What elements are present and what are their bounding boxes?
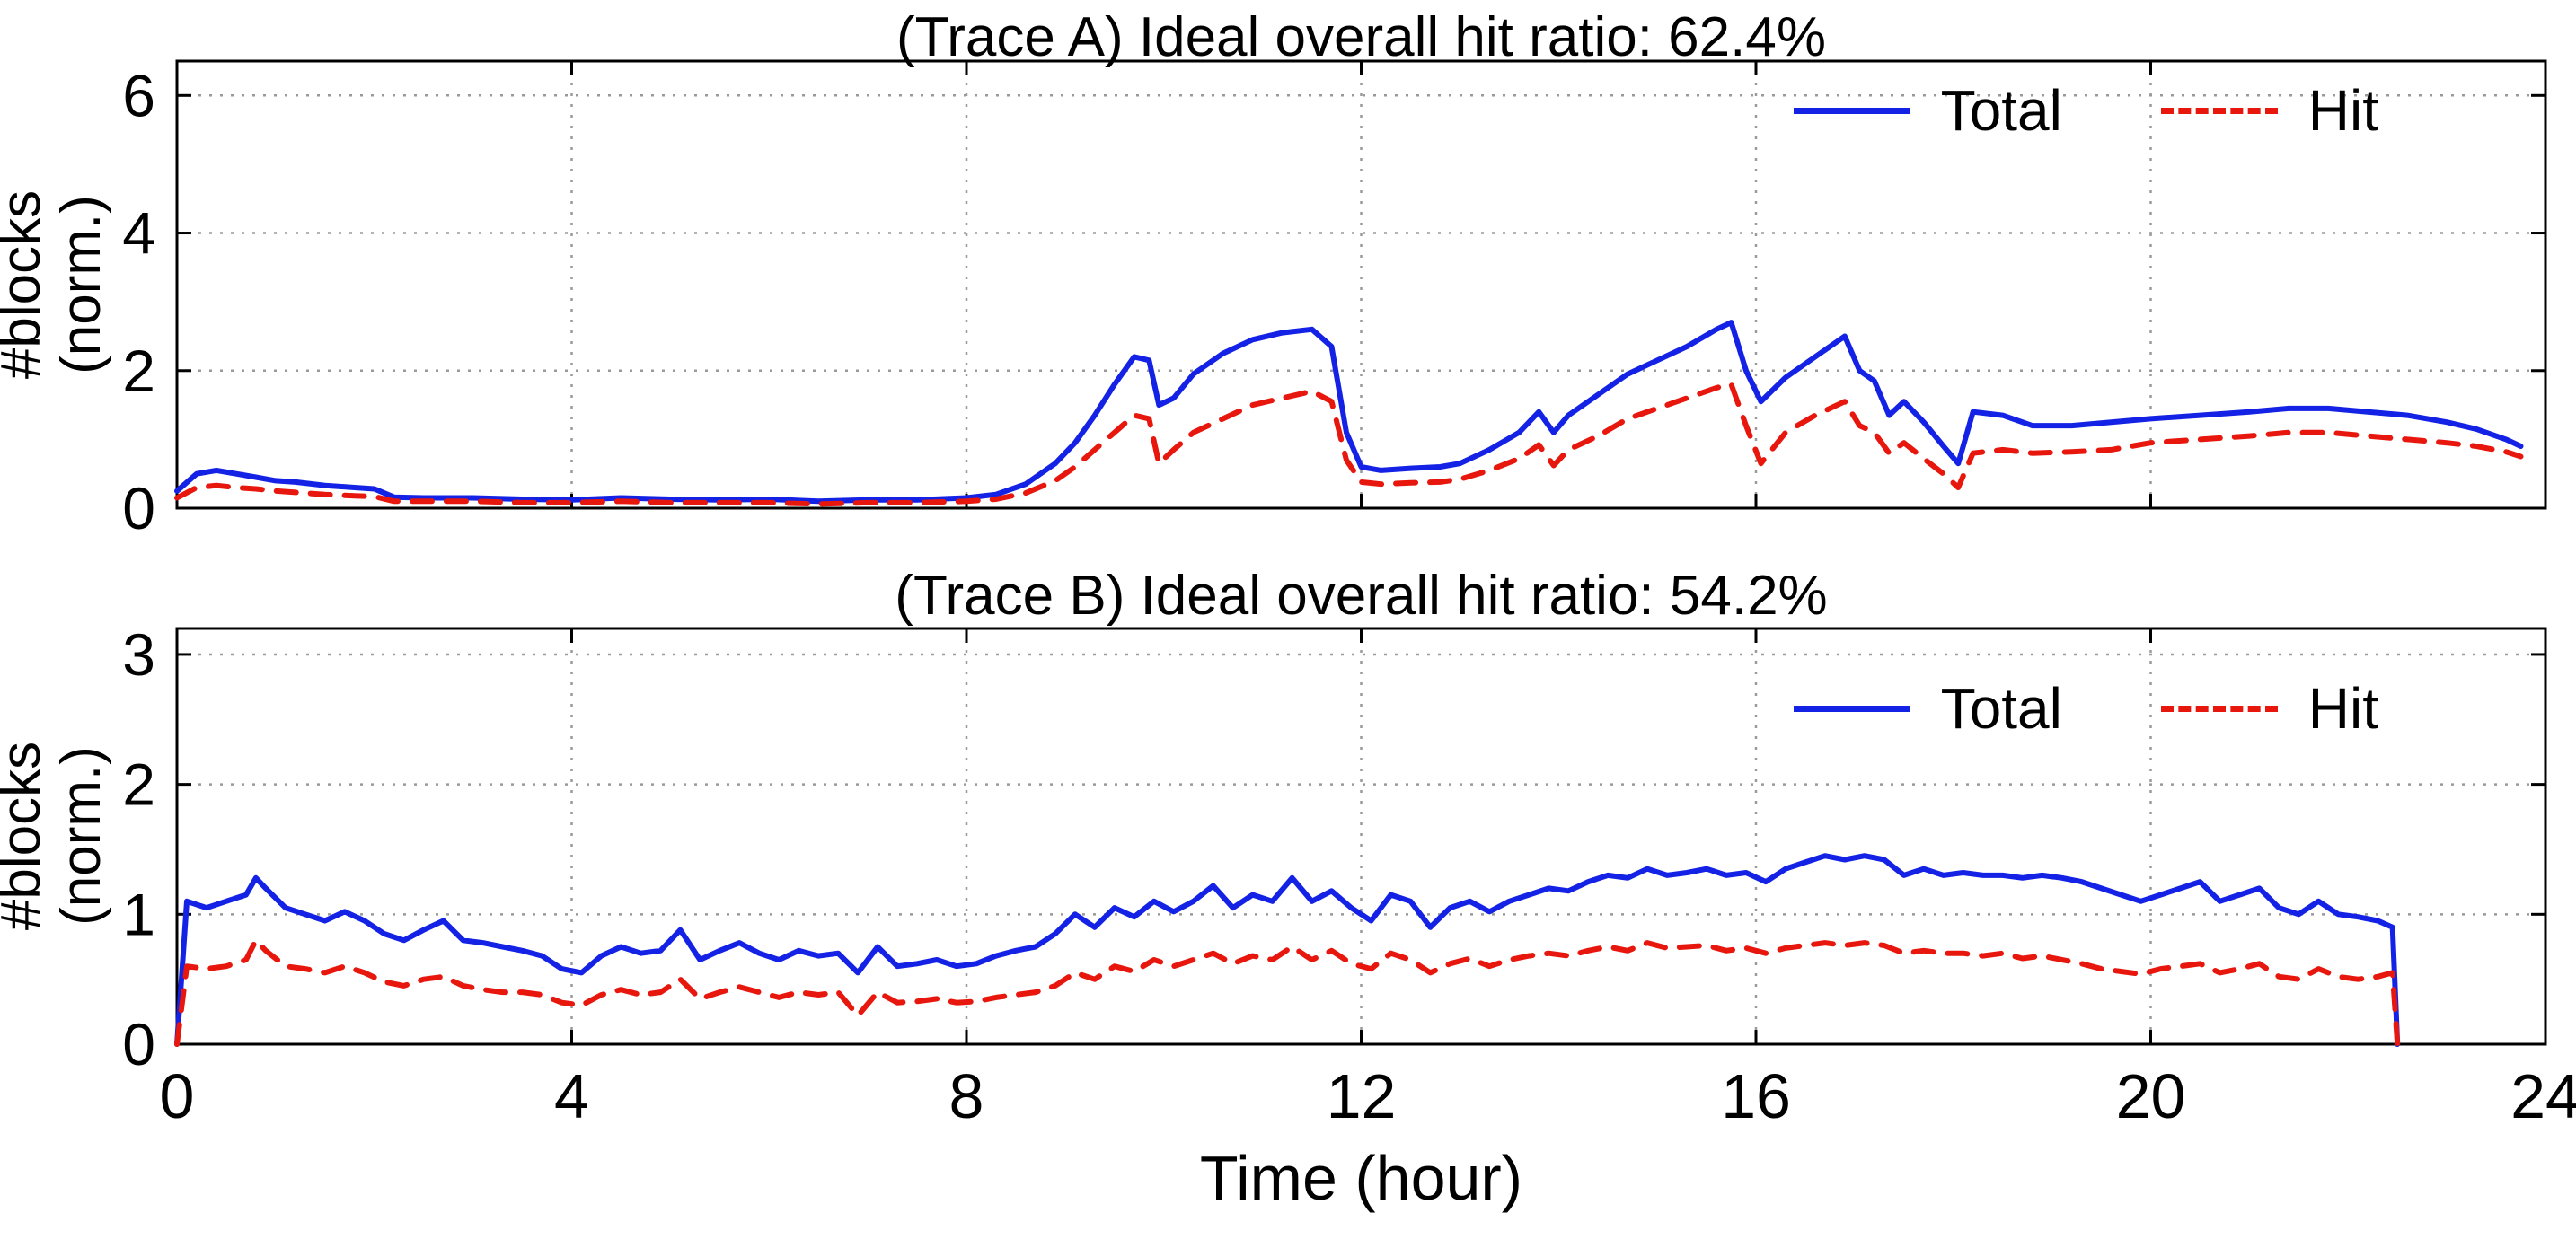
svg-text:3: 3 — [122, 621, 155, 688]
chart-title-trace-b: (Trace B) Ideal overall hit ratio: 54.2% — [895, 565, 1828, 627]
svg-text:1: 1 — [122, 881, 155, 947]
y-axis-label-line2: (norm.) — [50, 746, 112, 926]
svg-text:2: 2 — [122, 338, 155, 404]
svg-text:12: 12 — [1327, 1061, 1397, 1131]
svg-text:16: 16 — [1721, 1061, 1791, 1131]
legend-trace-a: Total Hit — [1793, 77, 2378, 144]
svg-text:4: 4 — [554, 1061, 589, 1131]
legend-trace-b: Total Hit — [1793, 675, 2378, 742]
total-line-sample-icon — [1793, 107, 1910, 114]
hit-line-sample-icon — [2160, 107, 2278, 114]
legend-item-hit: Hit — [2160, 77, 2378, 144]
legend-label-total: Total — [1940, 676, 2062, 741]
svg-text:20: 20 — [2116, 1061, 2186, 1131]
svg-text:0: 0 — [160, 1061, 195, 1131]
x-axis-label: Time (hour) — [1199, 1143, 1523, 1213]
svg-text:0: 0 — [122, 1011, 155, 1077]
legend-label-hit: Hit — [2307, 78, 2378, 143]
svg-text:4: 4 — [122, 200, 155, 267]
y-axis-label-trace-b: #blocks (norm.) — [0, 701, 119, 971]
svg-text:8: 8 — [949, 1061, 984, 1131]
svg-text:6: 6 — [122, 62, 155, 128]
y-axis-label-line2: (norm.) — [50, 195, 112, 374]
svg-text:24: 24 — [2510, 1061, 2576, 1131]
legend-label-hit: Hit — [2307, 676, 2378, 741]
hit-line-sample-icon — [2160, 705, 2278, 712]
svg-text:2: 2 — [122, 751, 155, 818]
legend-item-hit: Hit — [2160, 675, 2378, 742]
legend-item-total: Total — [1793, 77, 2062, 144]
legend-label-total: Total — [1940, 78, 2062, 143]
y-axis-label-line1: #blocks — [0, 189, 53, 380]
chart-title-trace-a: (Trace A) Ideal overall hit ratio: 62.4% — [896, 6, 1826, 68]
total-line-sample-icon — [1793, 705, 1910, 712]
y-axis-label-trace-a: #blocks (norm.) — [0, 150, 119, 419]
legend-item-total: Total — [1793, 675, 2062, 742]
y-axis-label-line1: #blocks — [0, 741, 53, 931]
svg-text:0: 0 — [122, 475, 155, 541]
